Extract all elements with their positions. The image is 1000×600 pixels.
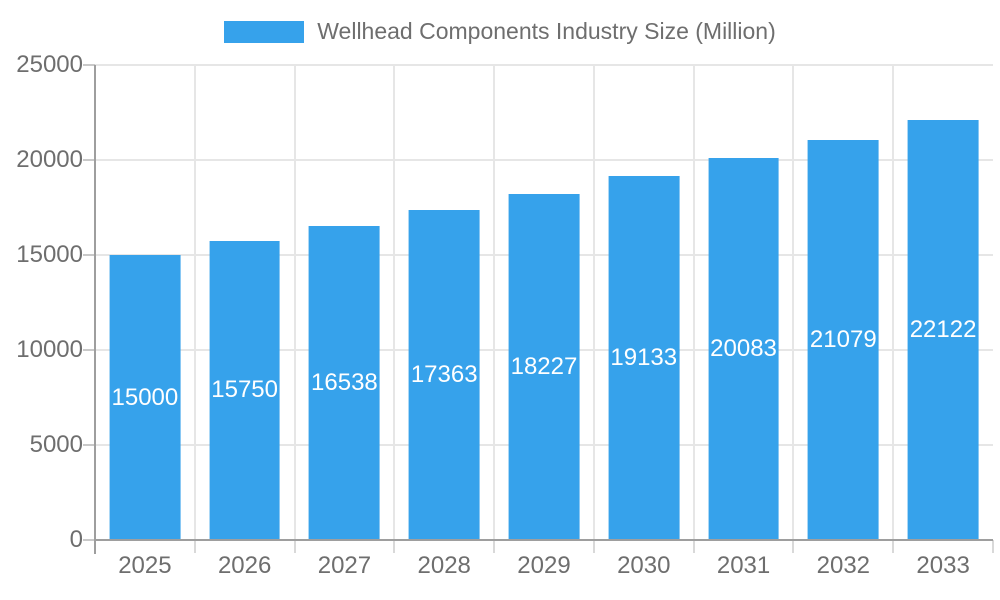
x-tick-mark (992, 540, 994, 553)
x-tick-mark (193, 540, 196, 553)
bar-cell: 19133 (594, 65, 694, 540)
y-tick-mark (83, 254, 95, 256)
gridline-vertical (592, 65, 595, 540)
x-tick-mark (792, 540, 795, 553)
x-axis-line (95, 539, 993, 541)
gridline-vertical (493, 65, 496, 540)
gridline-vertical (293, 65, 296, 540)
bar-value-label: 16538 (311, 368, 378, 396)
gridline-vertical (393, 65, 396, 540)
bar-cell: 16538 (295, 65, 395, 540)
bar: 22122 (907, 119, 979, 540)
x-tick-mark (592, 540, 595, 553)
bar: 18227 (508, 193, 580, 540)
bar-cell: 22122 (893, 65, 993, 540)
bar: 21079 (807, 139, 879, 540)
y-tick-mark (83, 539, 95, 541)
bar-cell: 18227 (494, 65, 594, 540)
x-axis-tick-label: 2032 (816, 552, 871, 579)
y-axis-line (94, 65, 96, 554)
x-axis-tick-label: 2031 (716, 552, 771, 579)
x-tick-mark (393, 540, 396, 553)
gridline-vertical (193, 65, 196, 540)
bar: 19133 (608, 176, 680, 540)
x-axis-tick-label: 2028 (417, 552, 471, 579)
bar: 16538 (309, 225, 380, 540)
y-axis-tick-label: 10000 (16, 336, 83, 363)
y-axis-labels: 0 5000 10000 15000 20000 25000 (0, 51, 83, 553)
bar: 15000 (109, 255, 181, 540)
gridline-vertical (792, 65, 795, 540)
y-tick-mark (83, 349, 95, 351)
bar-value-label: 15000 (111, 383, 179, 411)
bar-value-label: 19133 (610, 344, 678, 372)
bar-value-label: 20083 (710, 335, 777, 363)
y-axis-tick-label: 25000 (16, 51, 83, 78)
bar-cell: 15750 (195, 65, 295, 540)
x-tick-mark (293, 540, 296, 553)
bar-value-label: 18227 (510, 352, 578, 380)
x-axis-tick-label: 2027 (317, 552, 372, 579)
bar-cell: 20083 (694, 65, 794, 540)
bar-cell: 15000 (95, 65, 195, 540)
gridline-vertical (892, 65, 895, 540)
y-tick-mark (83, 444, 95, 446)
bar-cell: 21079 (793, 65, 893, 540)
x-axis-labels: 2025 2026 2027 2028 2029 2030 2031 2032 2033 (95, 552, 993, 588)
legend[interactable]: Wellhead Components Industry Size (Milli… (0, 18, 1000, 45)
y-axis-tick-label: 20000 (16, 146, 83, 173)
y-axis-tick-label: 0 (69, 526, 83, 553)
legend-swatch-icon (224, 20, 305, 43)
y-tick-mark (83, 159, 95, 161)
bar-cell: 17363 (394, 65, 494, 540)
bar: 17363 (408, 210, 480, 540)
x-axis-tick-label: 2030 (617, 552, 671, 579)
bar-value-label: 17363 (410, 361, 478, 389)
y-axis-tick-label: 5000 (29, 431, 83, 458)
y-axis-tick-label: 15000 (16, 241, 83, 268)
x-tick-mark (493, 540, 496, 553)
legend-label: Wellhead Components Industry Size (Milli… (317, 18, 776, 44)
x-axis-tick-label: 2026 (217, 552, 272, 579)
y-tick-mark (83, 64, 95, 66)
x-axis-tick-label: 2033 (916, 552, 970, 579)
gridline-horizontal (95, 64, 993, 66)
bar-value-label: 21079 (809, 325, 877, 353)
x-axis-tick-label: 2025 (118, 552, 172, 579)
bar: 15750 (209, 240, 281, 540)
x-tick-mark (892, 540, 895, 553)
x-tick-mark (692, 540, 695, 553)
gridline-horizontal (95, 159, 993, 161)
x-axis-tick-label: 2029 (517, 552, 571, 579)
bar-value-label: 22122 (909, 315, 977, 343)
gridline-vertical (692, 65, 695, 540)
bar-value-label: 15750 (211, 376, 279, 404)
plot-area: 15000 15750 16538 17363 18227 19133 20083 21079… (83, 64, 994, 554)
bar: 20083 (708, 158, 779, 540)
